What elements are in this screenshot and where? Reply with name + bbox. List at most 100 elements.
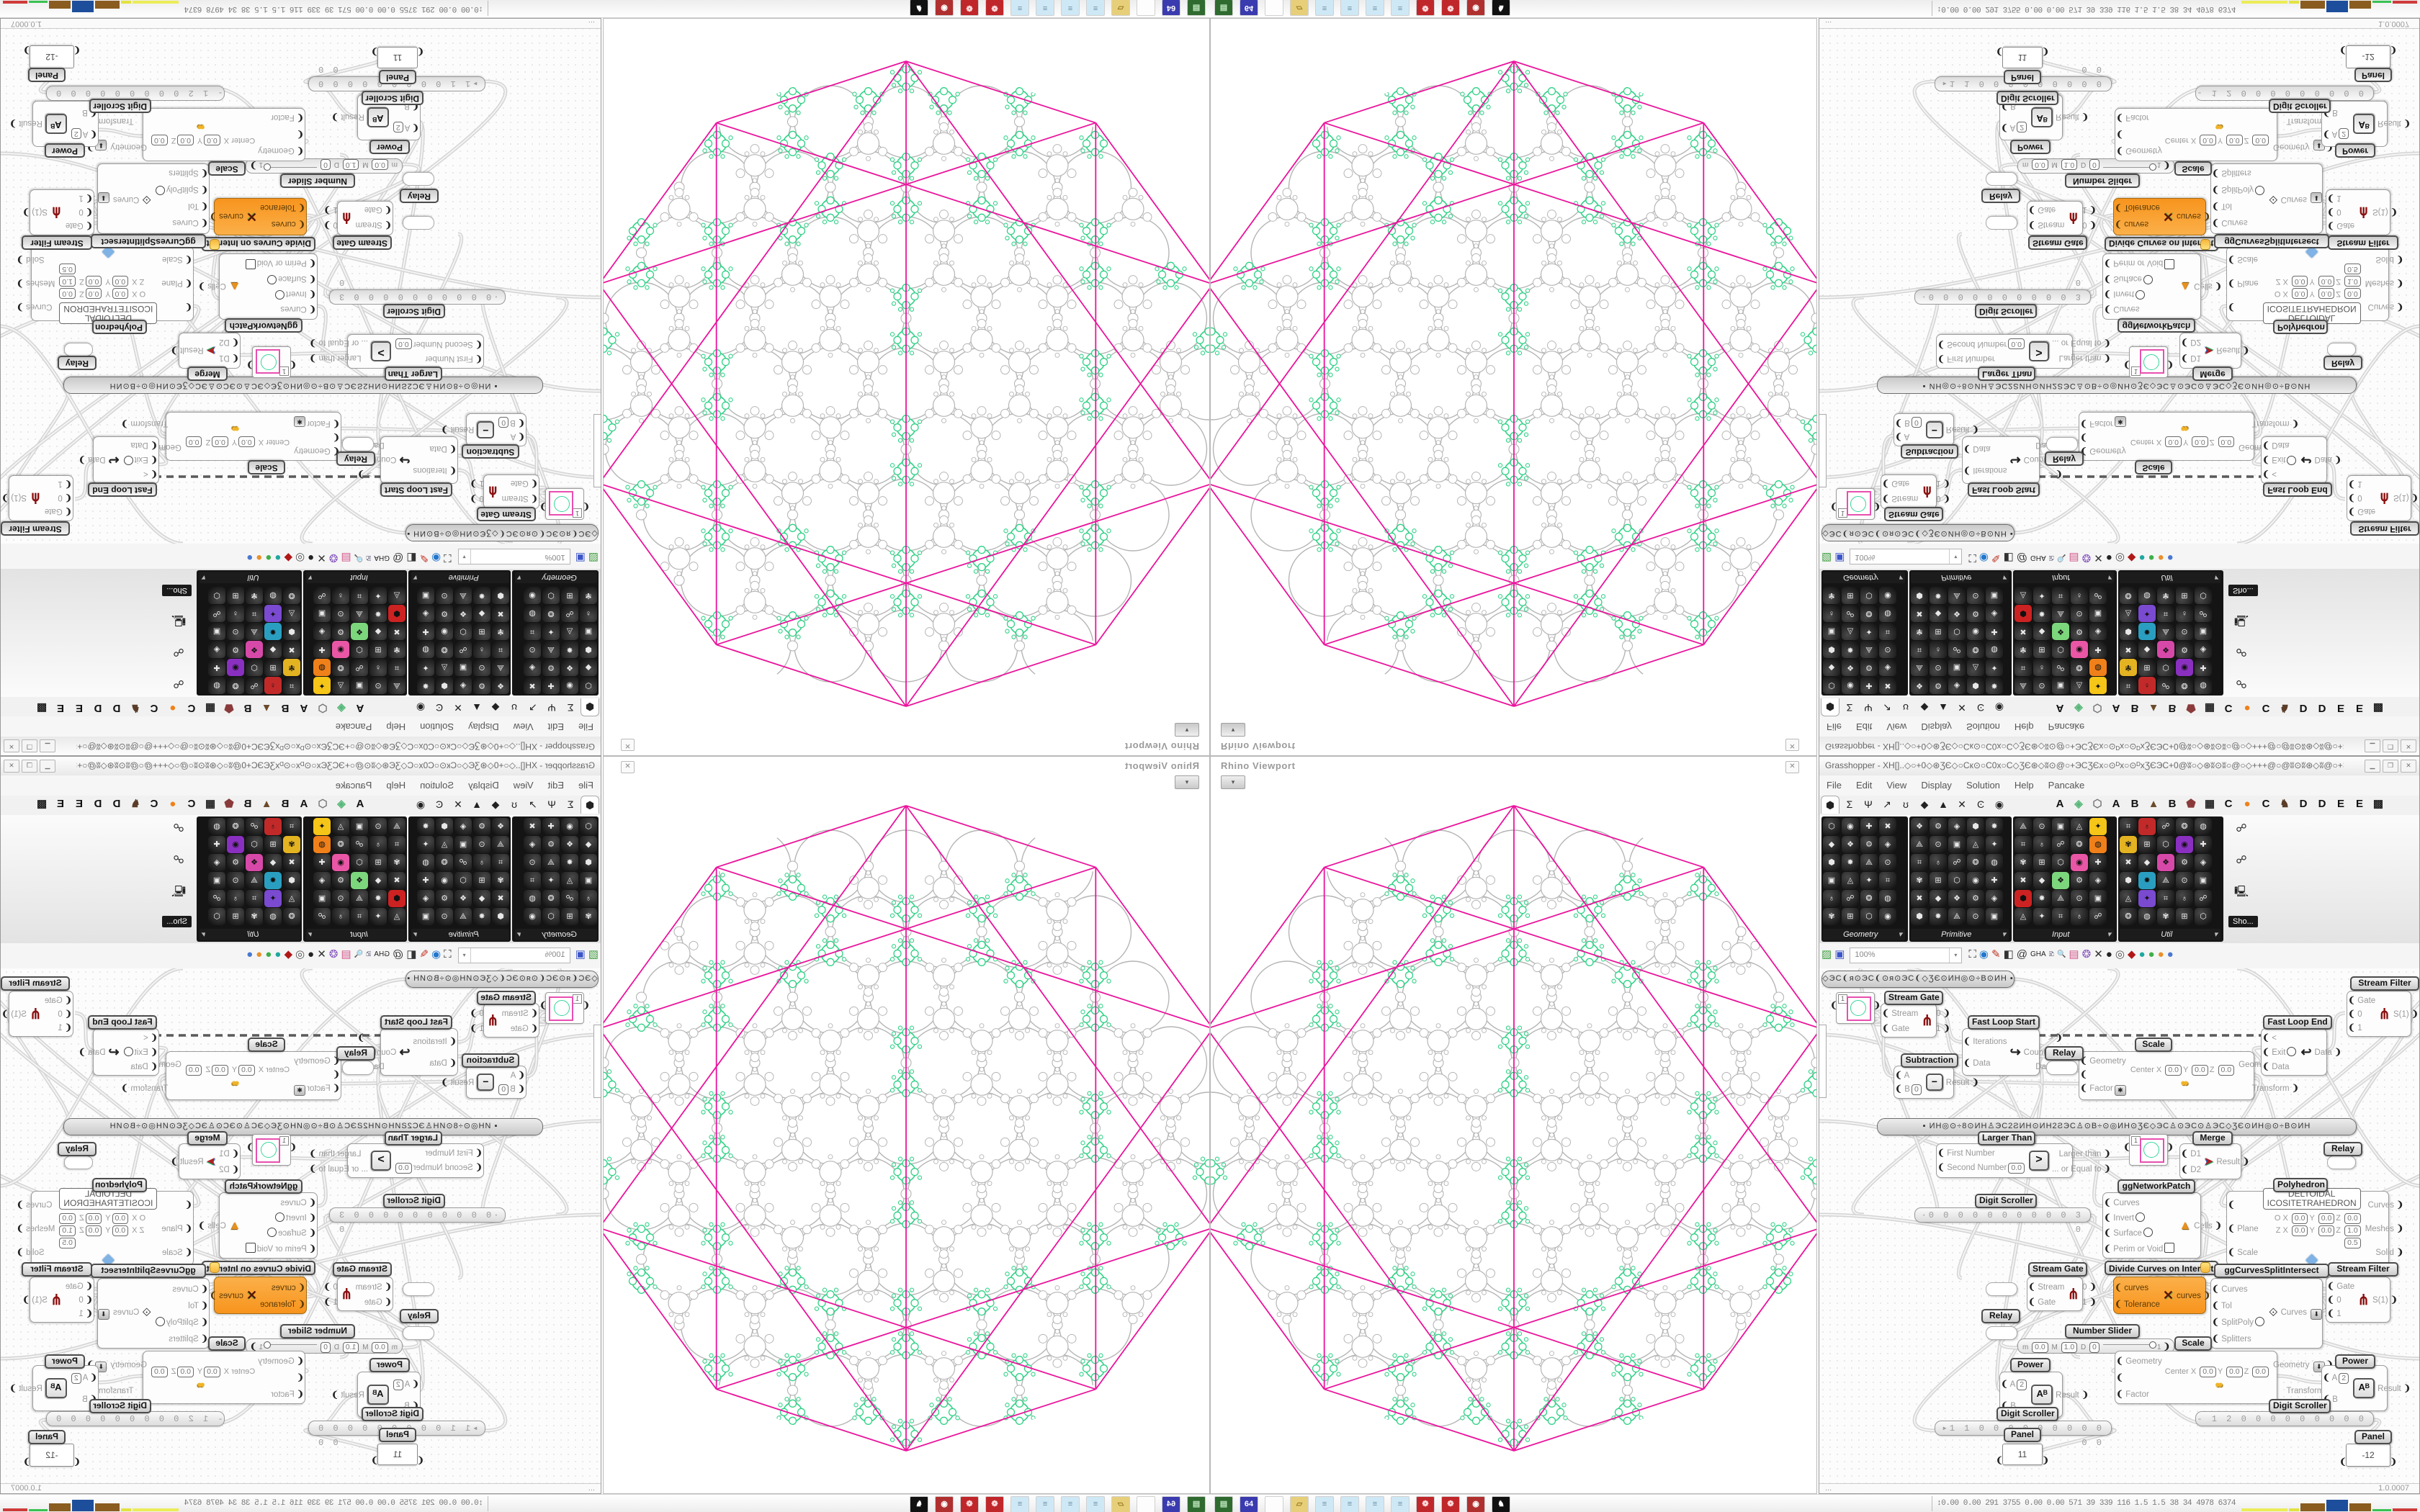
menu-solution[interactable]: Solution (1966, 780, 2000, 791)
tab-plugin-17[interactable]: ▩ (36, 798, 48, 810)
palette-icon[interactable]: ⬡ (580, 677, 597, 694)
palette-icon[interactable]: ♁ (264, 818, 282, 835)
notepad-icon[interactable]: ≡ (1391, 1496, 1410, 1512)
tab-plugin-9[interactable]: C (187, 798, 196, 810)
palette-icon[interactable]: ⊙ (369, 818, 387, 835)
tab-plugin-7[interactable]: ⬟ (224, 798, 234, 810)
output-param[interactable]: Cells ❩ (2194, 282, 2222, 292)
palette-icon[interactable]: ❖ (1911, 677, 1928, 694)
nameplate-number-slider[interactable]: Number Slider (280, 174, 355, 188)
palette-icon[interactable]: ▣ (313, 890, 331, 907)
palette-icon[interactable]: ◉ (2071, 854, 2088, 871)
port-grip[interactable]: ❨ (308, 258, 316, 269)
palette-icon[interactable]: ✚ (2089, 641, 2107, 658)
input-param[interactable]: ❨ Curves (172, 1283, 208, 1294)
palette-icon[interactable]: ☍ (2052, 836, 2069, 853)
palette-icon[interactable]: ✾ (283, 659, 300, 676)
tab-category-7[interactable]: ✕ (1958, 702, 1966, 714)
input-param[interactable]: ❨ First Number (425, 1148, 483, 1158)
input-param[interactable]: ❨ 0 (2348, 1008, 2362, 1019)
publish-at-icon[interactable]: @ (2016, 948, 2027, 960)
menu-view[interactable]: View (1886, 721, 1907, 732)
input-param[interactable]: ❨ Factor (271, 113, 304, 124)
tab-category-1[interactable]: Σ (567, 798, 574, 810)
viewport-dropdown-button[interactable]: ▾ (1221, 775, 1245, 789)
port-grip[interactable]: ❩ (2089, 220, 2097, 231)
component-stream-gate[interactable]: ❨ Stream ❨ Gate ⋔ 0 ❩ 1 ❩ (1881, 474, 1950, 509)
output-param[interactable]: curves ❩ (2177, 1290, 2211, 1300)
palette-icon[interactable]: ❖ (351, 872, 368, 889)
palette-icon[interactable]: ☍ (1842, 890, 1859, 907)
zoom-fit-icon[interactable]: ⛶ (1968, 948, 1976, 960)
palette-icon[interactable]: ❖ (2052, 872, 2069, 889)
palette-icon[interactable]: ♁ (2033, 659, 2051, 676)
palette-icon[interactable]: ✾ (2015, 854, 2032, 871)
port-grip[interactable]: ❩ (16, 1200, 24, 1210)
port-grip[interactable]: ❩ (2326, 1359, 2334, 1369)
nameplate-scale[interactable]: Scale (248, 1038, 285, 1052)
nameplate-relay[interactable]: Relay (1981, 189, 2020, 203)
relay-body[interactable] (342, 437, 374, 451)
tab-plugin-8[interactable]: ▦ (205, 702, 216, 714)
nameplate-ggnetworkpatch[interactable]: ggNetworkPatch (225, 318, 302, 333)
tab-plugin-16[interactable]: E (2355, 702, 2363, 714)
port-grip[interactable]: ❨ (517, 1069, 525, 1080)
port-grip[interactable]: ❨ (2080, 418, 2088, 429)
palette-icon[interactable]: ⟁ (2015, 818, 2032, 835)
tab-plugin-11[interactable]: C (2262, 798, 2270, 810)
tab-category-3[interactable]: ↗ (529, 702, 537, 714)
port-grip[interactable]: ❩ (2411, 1009, 2419, 1019)
input-param[interactable]: ❨ SplitPoly (154, 1316, 208, 1327)
panel[interactable]: -12 ❨ ❩ (2339, 45, 2397, 68)
palette-icon[interactable]: ⊙ (332, 890, 349, 907)
red-card-icon[interactable]: ❁ (960, 0, 979, 16)
menu-view[interactable]: View (513, 780, 534, 791)
palette-icon[interactable]: ◈ (2195, 854, 2212, 871)
palette-icon[interactable]: ⊙ (473, 836, 490, 853)
floppy-64-icon[interactable]: 64 (1162, 0, 1180, 16)
input-param[interactable]: ❨ D1 (2181, 354, 2201, 364)
port-grip[interactable]: ❨ (475, 354, 483, 364)
nameplate-power[interactable]: Power (2335, 143, 2375, 158)
slider-knob[interactable] (264, 163, 272, 171)
input-param[interactable]: ❨ Perim or Void (244, 1243, 316, 1254)
nameplate-larger-than[interactable]: Larger Than (1978, 1131, 2035, 1146)
save-file-icon[interactable]: ▣ (575, 948, 586, 960)
palette-icon[interactable]: ◬ (2015, 587, 2032, 604)
input-param[interactable]: ❨ A (1895, 1069, 1910, 1080)
input-param[interactable]: ❨ Factor (2116, 1388, 2149, 1399)
output-param[interactable]: Curves ⬇❩ (89, 192, 139, 205)
palette-icon[interactable]: ✦ (369, 587, 387, 604)
component-ggcurvessplitintersect[interactable]: ❨ Curves ❨ Tol ❨ SplitPoly ❨ Splitters ⟐ Curv… (2210, 163, 2331, 234)
input-param[interactable]: ❨ Stream (2028, 220, 2065, 231)
component-fast-loop-end[interactable]: ❨ < ❨ Exit ❨ Data ↩ Data ❩ (79, 436, 159, 484)
tab-plugin-9[interactable]: C (187, 702, 196, 714)
output-param[interactable]: curves ❩ (209, 212, 243, 222)
palette-icon[interactable]: ⬡ (246, 836, 263, 853)
port-grip[interactable]: ❨ (2116, 113, 2124, 124)
palette-icon[interactable]: ◉ (561, 818, 578, 835)
palette-icon[interactable]: ◍ (313, 836, 331, 853)
red-card-icon[interactable]: ❁ (960, 1496, 979, 1512)
palette-icon[interactable]: ✖ (2015, 623, 2032, 640)
panel[interactable]: -12 ❨ ❩ (2339, 1444, 2397, 1467)
nameplate-polyhedron[interactable]: Polyhedron (92, 320, 147, 334)
port-grip[interactable]: ❨ (2028, 1281, 2036, 1292)
nameplate-stream-filter[interactable]: Stream Filter (22, 235, 92, 250)
palette-icon[interactable]: ◍ (2138, 908, 2156, 925)
palette-icon[interactable]: ❖ (351, 623, 368, 640)
tab-plugin-13[interactable]: D (2299, 798, 2308, 810)
output-param[interactable]: Curves ⬇❩ (2281, 1307, 2331, 1320)
palette-icon[interactable]: ▣ (580, 872, 597, 889)
port-grip[interactable]: ❨ (2028, 1296, 2036, 1307)
input-param[interactable]: ❨ Factor✱ (2080, 1083, 2128, 1097)
port-grip[interactable]: ❨ (2212, 1300, 2220, 1310)
port-grip[interactable]: ❩ (9, 1383, 17, 1393)
port-grip[interactable]: ❨ (89, 130, 97, 140)
input-param[interactable]: ❨ curves (271, 1282, 305, 1292)
balloon-teal-icon[interactable]: ● (274, 552, 282, 564)
output-param[interactable]: 0 ❩ (2082, 220, 2097, 231)
input-param[interactable]: ❨ Gate (2028, 205, 2056, 216)
port-grip[interactable]: ❩ (1942, 1022, 1950, 1033)
